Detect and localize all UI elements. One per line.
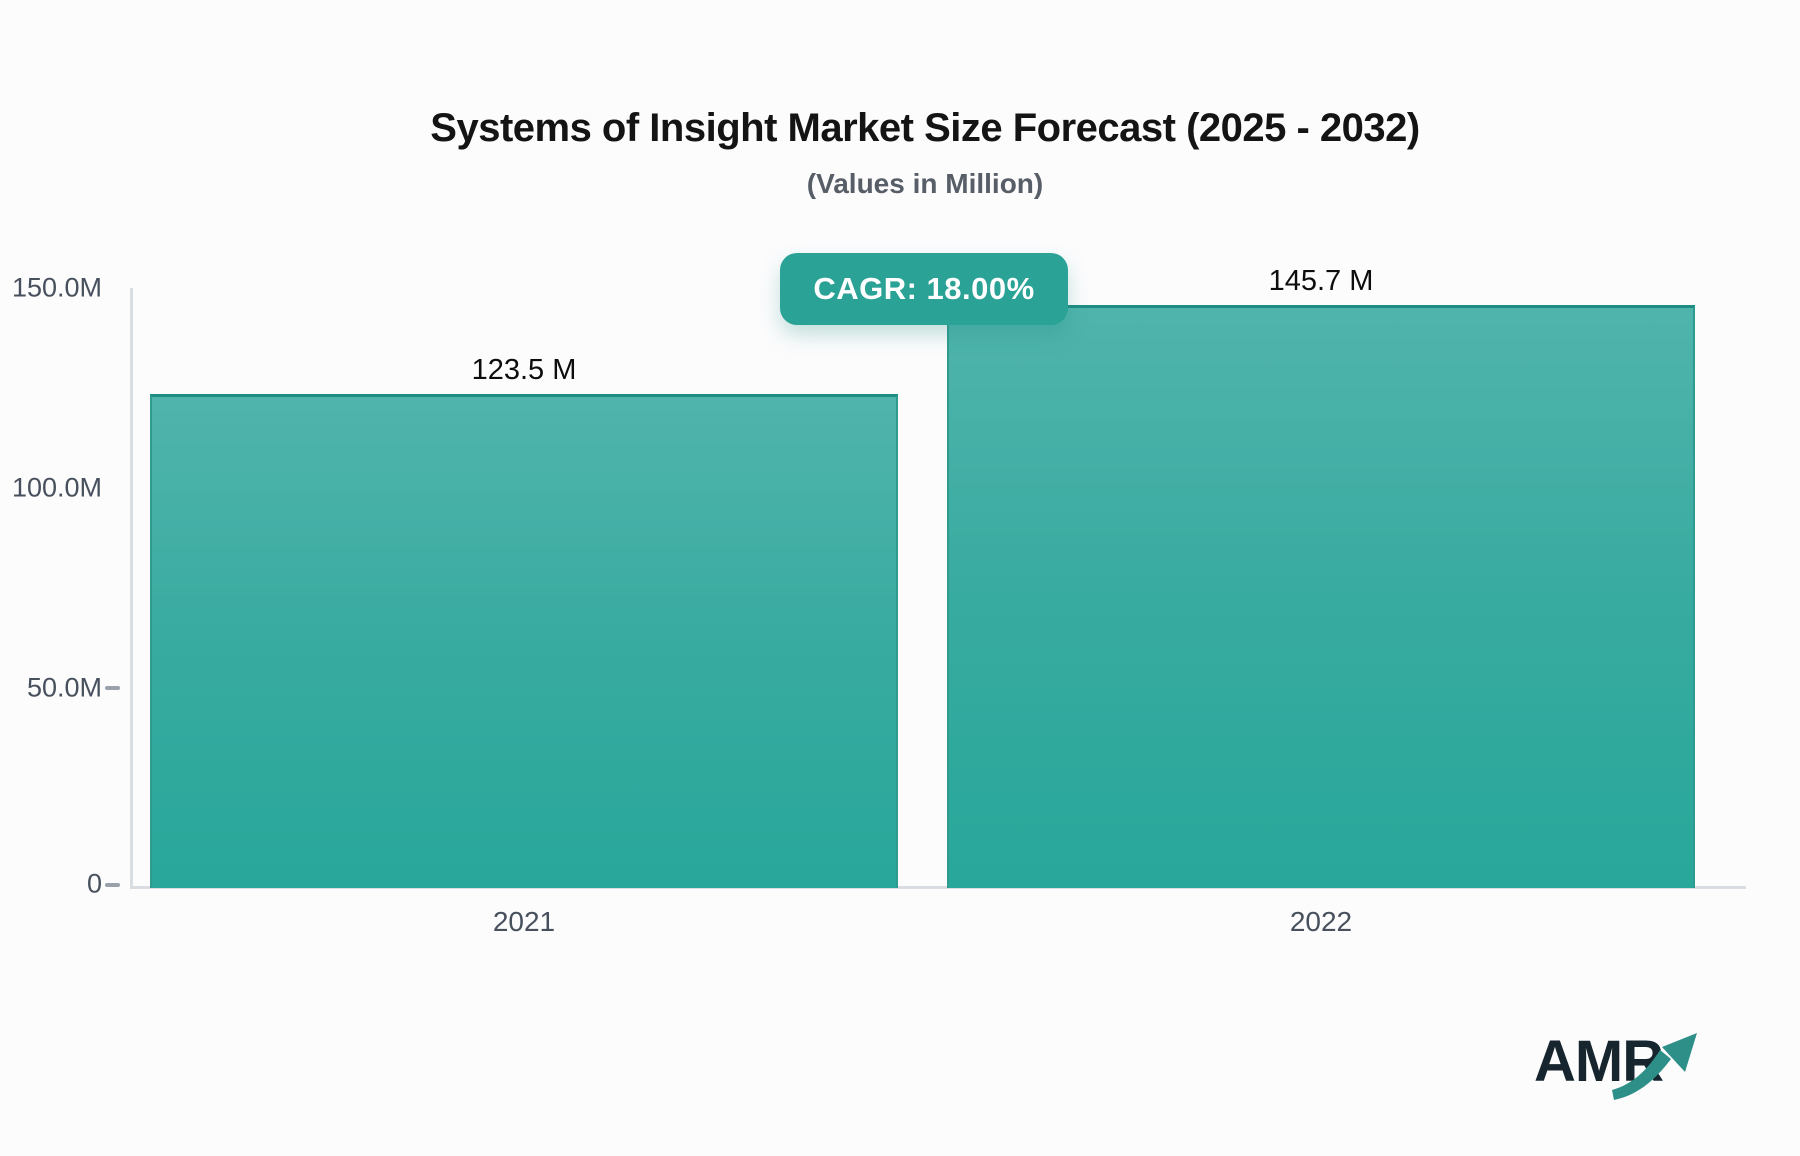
y-axis-line xyxy=(130,288,133,888)
chart-title: Systems of Insight Market Size Forecast … xyxy=(430,106,1420,150)
y-tick-0: 0 xyxy=(86,868,102,899)
amr-logo: AMR xyxy=(1534,1028,1754,1128)
x-tick-2021: 2021 xyxy=(492,906,556,937)
x-tick-2022: 2022 xyxy=(1289,906,1353,937)
y-tick-mark-50 xyxy=(105,686,120,690)
bar-2021-fill xyxy=(150,394,898,888)
bar-2022-fill xyxy=(947,305,1695,888)
bar-2022-value-label: 145.7 M xyxy=(1268,265,1374,298)
x-axis-baseline xyxy=(130,886,1746,889)
cagr-badge: CAGR: 18.00% xyxy=(780,253,1068,325)
y-tick-50: 50.0M xyxy=(26,672,102,703)
cagr-badge-label: CAGR: 18.00% xyxy=(813,271,1035,306)
y-tick-100: 100.0M xyxy=(11,472,102,503)
bar-2021: 123.5 M 2021 xyxy=(150,354,898,937)
bar-2022: 145.7 M 2022 xyxy=(947,265,1695,937)
bar-2021-value-label: 123.5 M xyxy=(471,354,577,386)
growth-arrow-icon xyxy=(1612,1033,1697,1100)
y-tick-mark-0 xyxy=(105,883,120,887)
chart-subtitle: (Values in Million) xyxy=(806,168,1044,199)
y-tick-150: 150.0M xyxy=(11,272,102,303)
